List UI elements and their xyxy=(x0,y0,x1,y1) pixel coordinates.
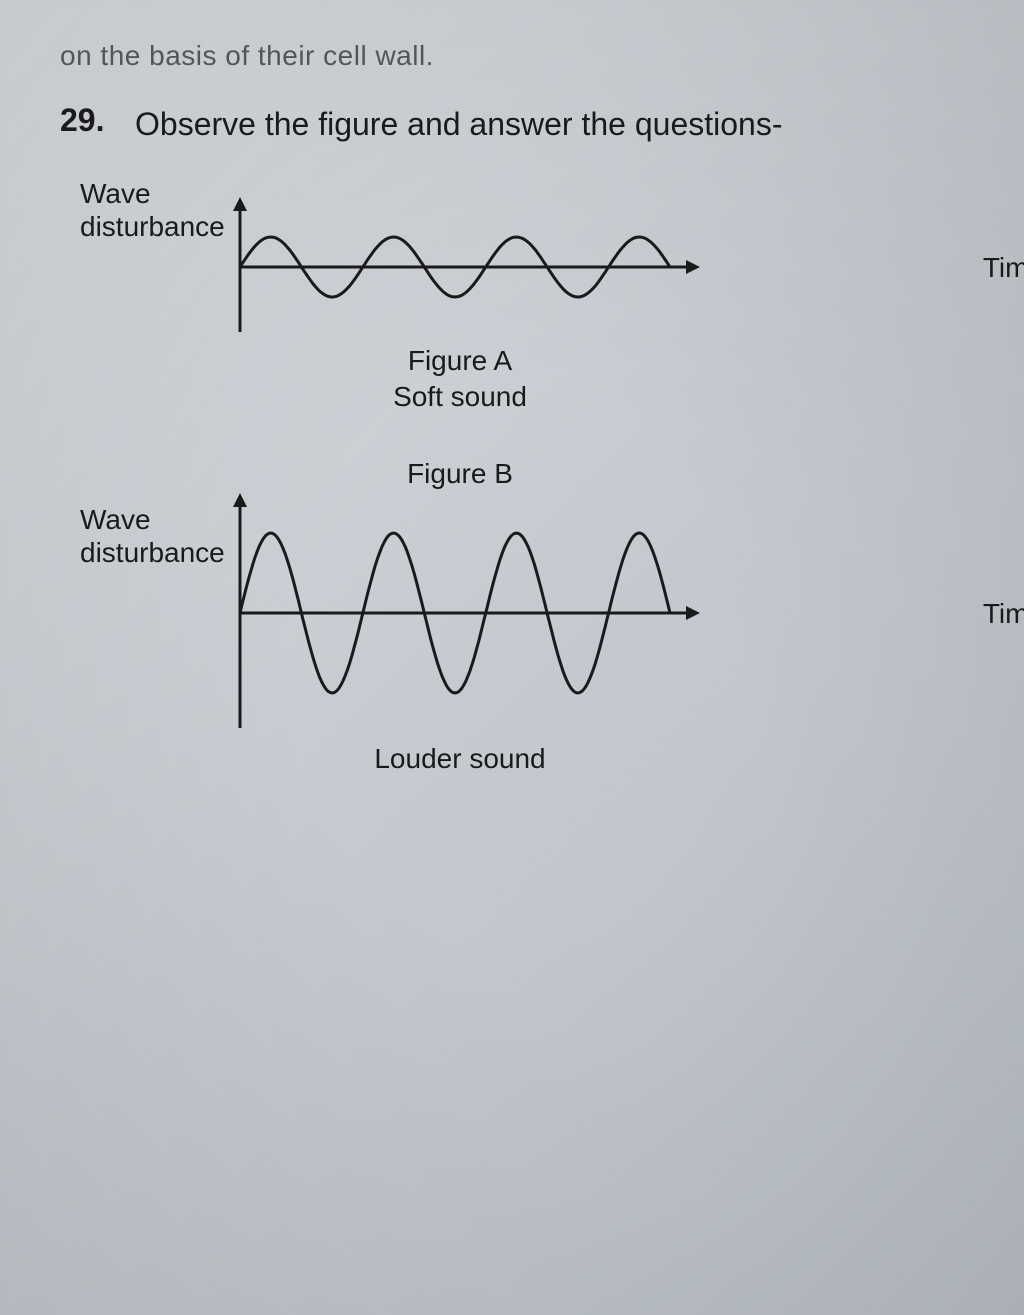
figure-a-y-label-line1: Wave xyxy=(80,177,225,211)
question-text: Observe the figure and answer the questi… xyxy=(135,102,782,147)
figure-a-block: Wave disturbance Time Figure A Soft soun… xyxy=(220,197,964,413)
figure-a-x-axis-label: Time xyxy=(983,252,1024,284)
figures-container: Wave disturbance Time Figure A Soft soun… xyxy=(220,197,964,775)
header-partial-text: on the basis of their cell wall. xyxy=(60,40,964,72)
figure-b-wave-svg xyxy=(220,493,700,733)
figure-a-wave-svg xyxy=(220,197,700,337)
figure-a-y-label-line2: disturbance xyxy=(80,210,225,244)
figure-b-y-label-line1: Wave xyxy=(80,503,225,537)
figure-b-block: Wave disturbance Time Figure B Louder so… xyxy=(220,493,964,775)
figure-b-x-axis-label: Time xyxy=(983,598,1024,630)
figure-b-y-label-line2: disturbance xyxy=(80,536,225,570)
page-content: on the basis of their cell wall. 29. Obs… xyxy=(0,0,1024,875)
question-row: 29. Observe the figure and answer the qu… xyxy=(60,102,964,147)
figure-b-sound-label: Louder sound xyxy=(220,743,700,775)
figure-a-sound-label: Soft sound xyxy=(220,381,700,413)
question-number: 29. xyxy=(60,102,115,139)
figure-b-y-axis-label: Wave disturbance xyxy=(80,503,225,570)
figure-b-label: Figure B xyxy=(220,458,700,490)
figure-a-y-axis-label: Wave disturbance xyxy=(80,177,225,244)
figure-a-label: Figure A xyxy=(220,345,700,377)
